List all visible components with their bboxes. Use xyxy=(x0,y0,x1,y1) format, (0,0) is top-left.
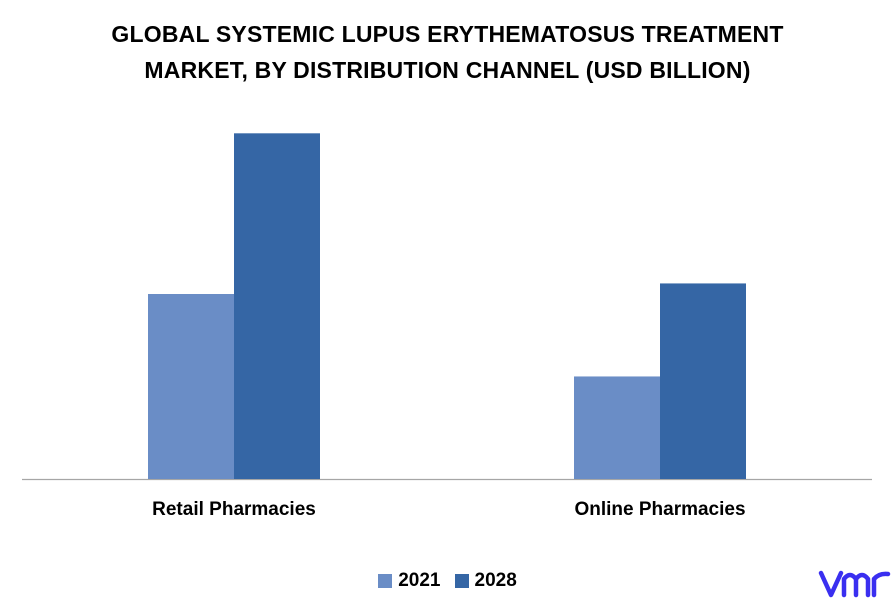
chart-title-line-1: GLOBAL SYSTEMIC LUPUS ERYTHEMATOSUS TREA… xyxy=(111,21,784,47)
chart-title-line-2: MARKET, BY DISTRIBUTION CHANNEL (USD BIL… xyxy=(144,57,751,83)
vmr-logo xyxy=(818,570,891,598)
legend-item-2021: 2021 xyxy=(378,570,441,592)
legend-label-2028: 2028 xyxy=(474,570,517,591)
legend-swatch-2021 xyxy=(378,574,393,588)
bar-2021-retail-pharmacies xyxy=(148,294,234,479)
legend-item-2028: 2028 xyxy=(454,570,517,592)
legend-swatch-2028 xyxy=(454,574,469,588)
legend-label-2021: 2021 xyxy=(398,570,441,591)
legend: 2021 2028 xyxy=(0,570,895,592)
bar-2028-online-pharmacies xyxy=(660,283,746,479)
x-tick-label: Online Pharmacies xyxy=(574,499,745,520)
bar-2028-retail-pharmacies xyxy=(234,133,320,480)
bar-2021-online-pharmacies xyxy=(574,376,660,479)
x-tick-label: Retail Pharmacies xyxy=(152,499,316,520)
